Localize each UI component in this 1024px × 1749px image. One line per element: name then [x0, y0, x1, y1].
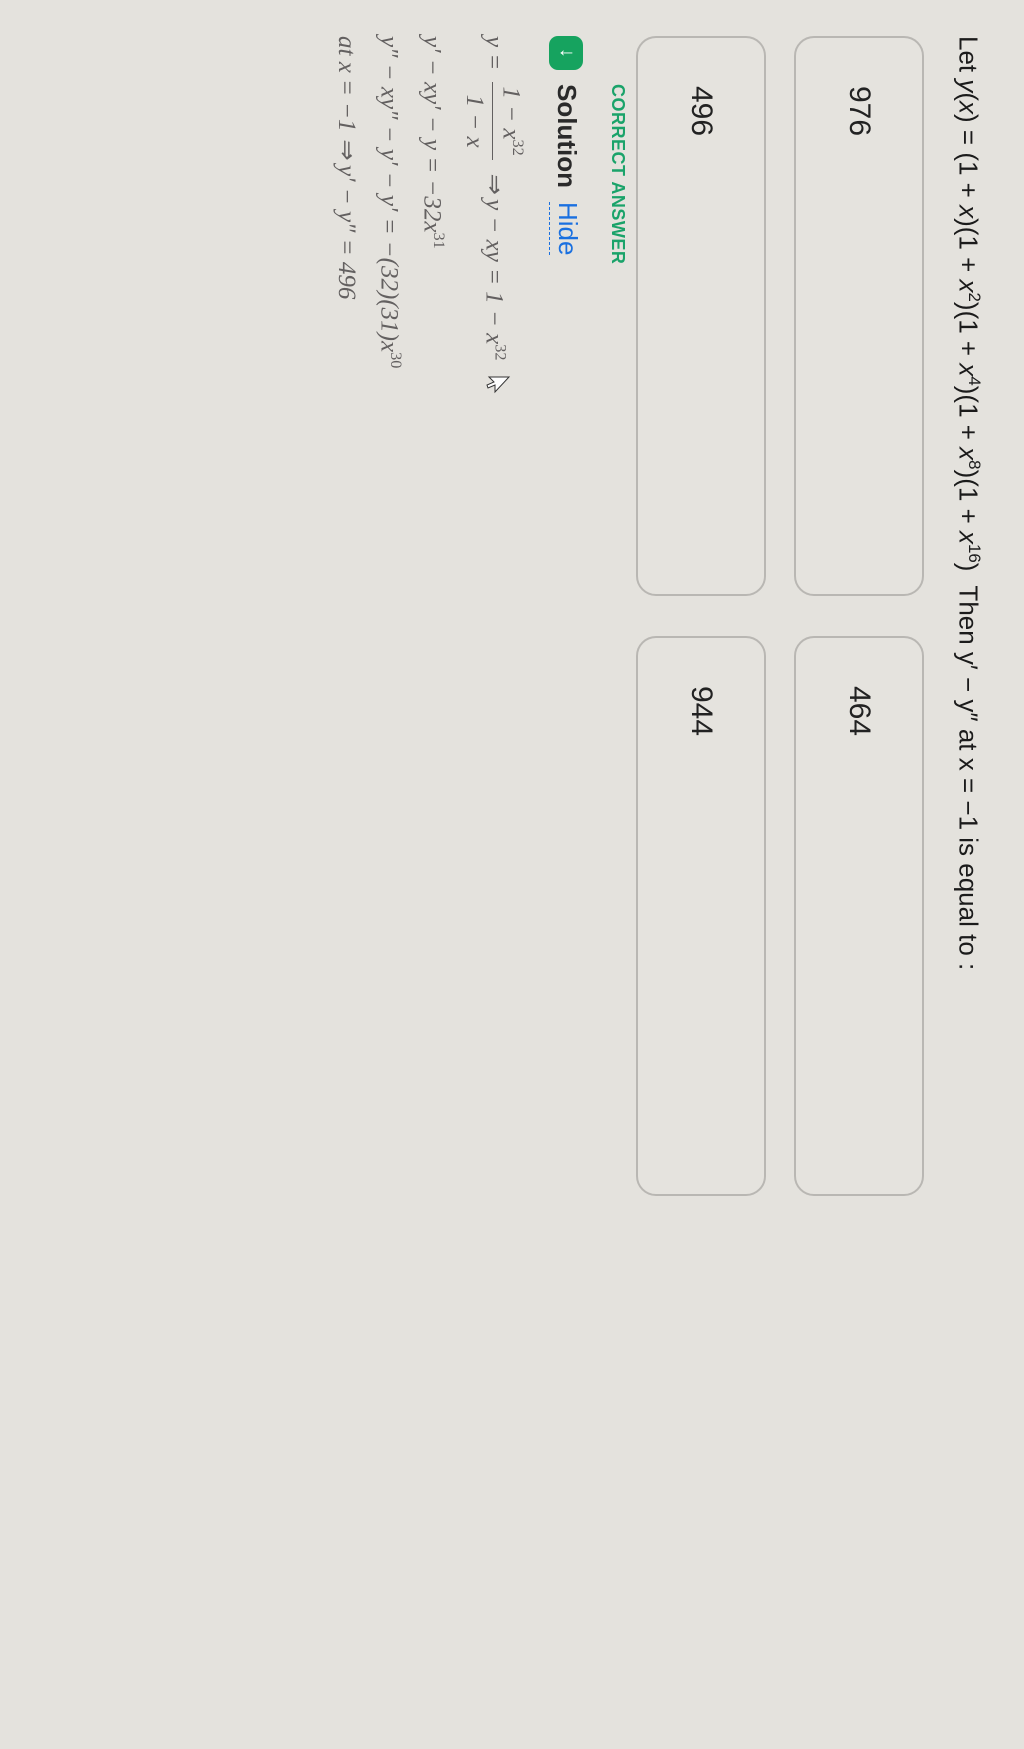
solution-line-4: at x = −1 ⇒ y′ − y″ = 496 [328, 36, 364, 1713]
solution-label: Solution [551, 84, 582, 188]
solution-header: ↓ Solution Hide [549, 36, 583, 1713]
option-a[interactable]: 976 [794, 36, 924, 596]
solution-working: y = 1 − x32 1 − x ⇒ y − xy = 1 − x32 y′ … [328, 36, 529, 1713]
solution-line-2: y′ − xy′ − y = −32x31 [413, 36, 450, 1713]
question-page: Let y(x) = (1 + x)(1 + x2)(1 + x4)(1 + x… [0, 0, 1024, 1749]
options-grid: 976 464 496 CORRECT ANSWER 944 [605, 36, 924, 1713]
correct-answer-label: CORRECT ANSWER [607, 84, 628, 596]
question-stem: Let y(x) = (1 + x)(1 + x2)(1 + x4)(1 + x… [952, 36, 984, 1713]
cursor-icon [474, 375, 511, 395]
solution-line-1: y = 1 − x32 1 − x ⇒ y − xy = 1 − x32 [456, 36, 530, 1713]
option-d[interactable]: 944 [636, 636, 766, 1196]
option-b[interactable]: 464 [794, 636, 924, 1196]
solution-line-3: y″ − xy″ − y′ − y′ = −(32)(31)x30 [370, 36, 407, 1713]
option-c[interactable]: 496 [636, 36, 766, 596]
hide-solution-link[interactable]: Hide [549, 202, 583, 255]
solution-badge-icon: ↓ [549, 36, 583, 70]
